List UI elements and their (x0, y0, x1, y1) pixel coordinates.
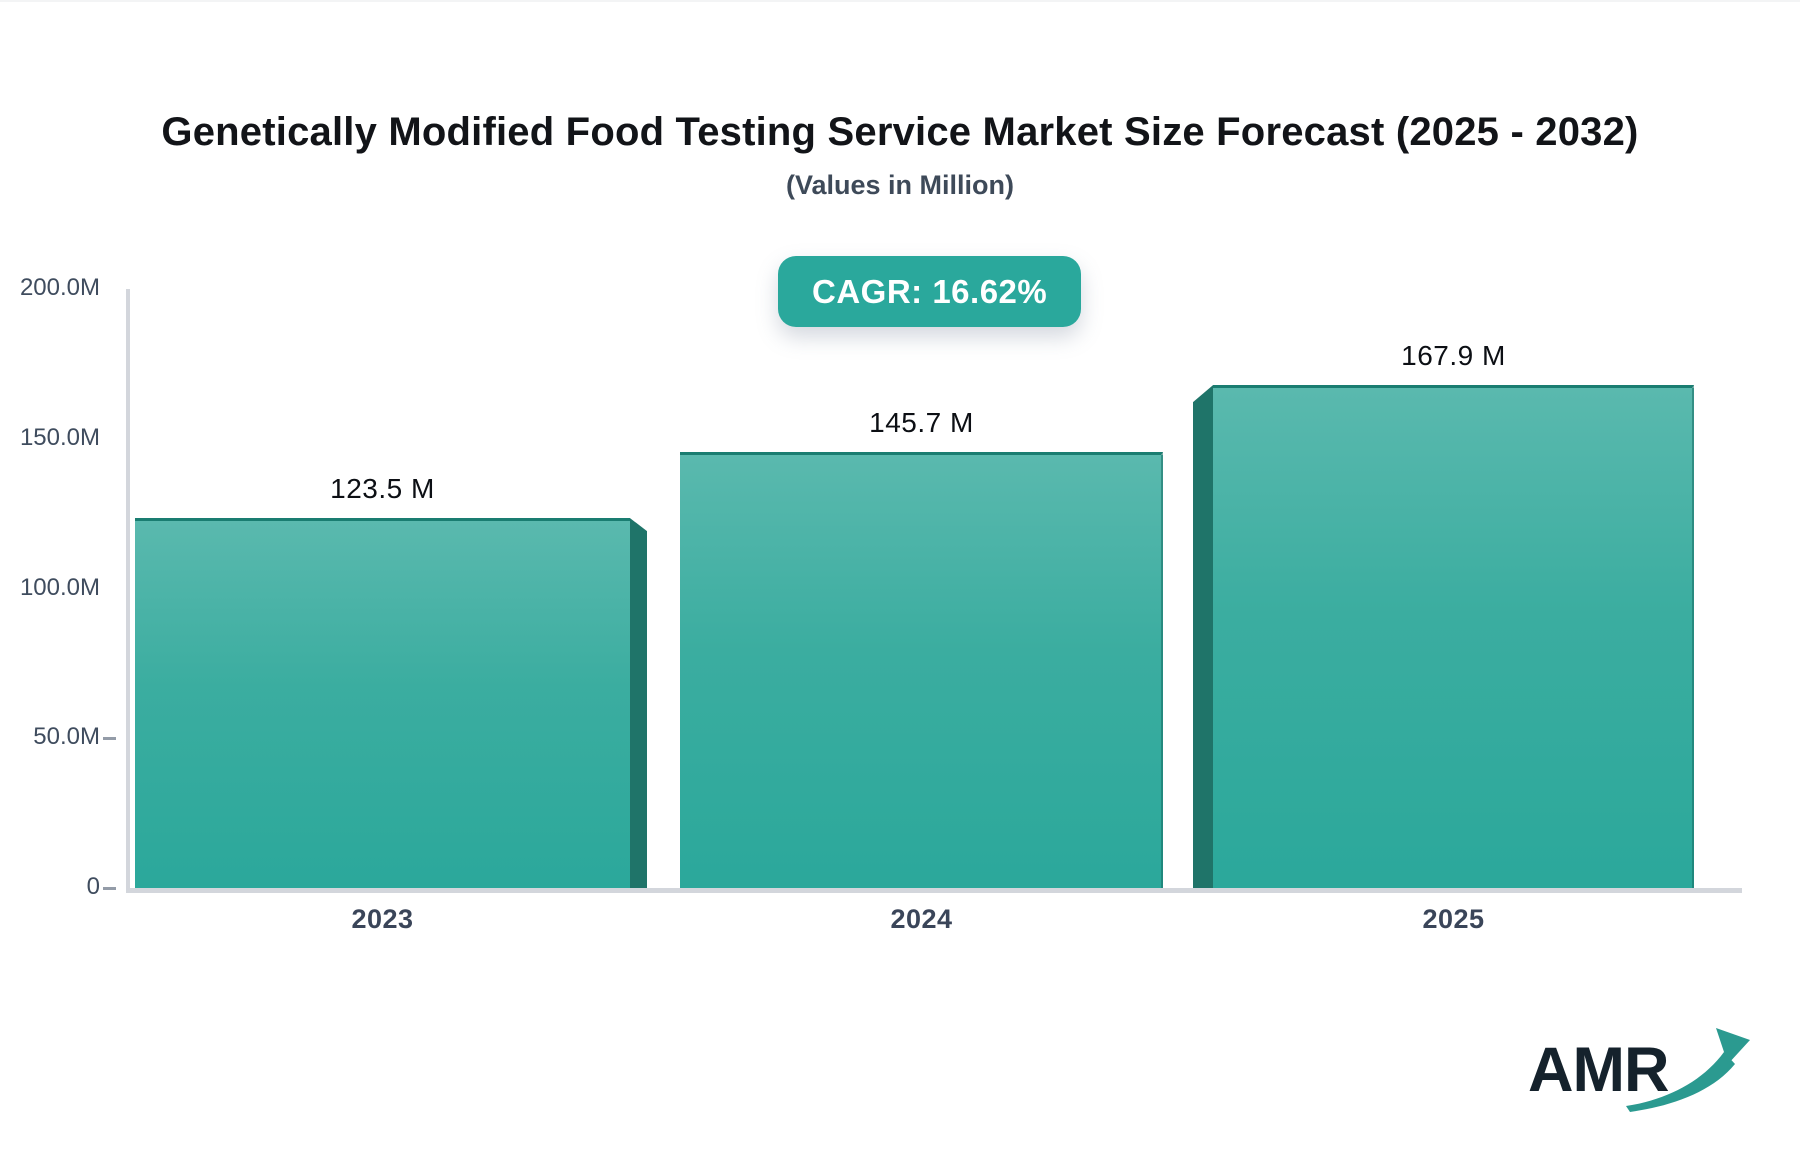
y-tick-label: 100.0M (19, 573, 100, 601)
y-tick-dash (103, 737, 116, 741)
y-tick-label: 200.0M (19, 274, 100, 301)
bar-2024 (680, 451, 1163, 888)
x-axis-line (126, 888, 1742, 893)
x-tick-label: 2025 (1422, 904, 1485, 934)
y-tick-label: 50.0M (33, 723, 100, 751)
y-tick-label: 150.0M (19, 423, 100, 451)
bar-value-label: 145.7 M (869, 406, 974, 438)
chart-subtitle: (Values in Million) (785, 170, 1015, 200)
x-tick-label: 2023 (351, 904, 414, 934)
brand-logo: AMR (1528, 1026, 1758, 1121)
brand-logo-text: AMR (1528, 1035, 1669, 1105)
bar-2023 (135, 518, 630, 888)
bar-value-label: 167.9 M (1401, 340, 1506, 372)
bar-value-label: 123.5 M (330, 473, 435, 505)
y-tick-dash (103, 887, 116, 890)
y-tick-label: 0 (86, 873, 100, 900)
chart-title: Genetically Modified Food Testing Servic… (161, 110, 1639, 154)
bar-side-face (1193, 385, 1213, 888)
bar-2025 (1213, 385, 1694, 888)
growth-arrow-icon (1626, 1028, 1750, 1112)
cagr-badge-label: CAGR: 16.62% (812, 272, 1048, 310)
cagr-badge: CAGR: 16.62% (778, 256, 1082, 327)
y-axis-line (126, 289, 130, 893)
x-tick-label: 2024 (890, 904, 953, 934)
bar-side-face (630, 518, 647, 888)
